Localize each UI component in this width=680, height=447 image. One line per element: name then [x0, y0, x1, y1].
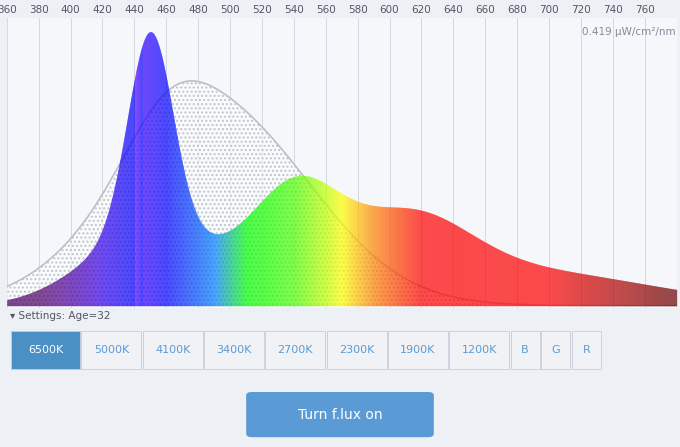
Text: 2700K: 2700K — [277, 345, 313, 355]
Text: ▾ Settings: Age=32: ▾ Settings: Age=32 — [10, 311, 111, 320]
Text: 0.419 μW/cm²/nm: 0.419 μW/cm²/nm — [581, 27, 675, 37]
Text: 6500K: 6500K — [28, 345, 63, 355]
Text: 1200K: 1200K — [462, 345, 497, 355]
Text: 1900K: 1900K — [401, 345, 436, 355]
Text: 4100K: 4100K — [155, 345, 190, 355]
Text: 2300K: 2300K — [339, 345, 374, 355]
Text: B: B — [522, 345, 529, 355]
Text: 5000K: 5000K — [94, 345, 129, 355]
Text: 3400K: 3400K — [216, 345, 252, 355]
Text: Turn f.lux on: Turn f.lux on — [298, 408, 382, 422]
Text: R: R — [583, 345, 590, 355]
Text: G: G — [551, 345, 560, 355]
